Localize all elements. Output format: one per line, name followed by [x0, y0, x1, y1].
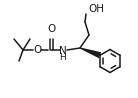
Polygon shape	[80, 47, 101, 58]
Text: OH: OH	[88, 4, 104, 14]
Text: O: O	[47, 24, 56, 34]
Text: N: N	[59, 46, 67, 56]
Text: H: H	[60, 53, 66, 62]
Text: O: O	[33, 45, 41, 55]
